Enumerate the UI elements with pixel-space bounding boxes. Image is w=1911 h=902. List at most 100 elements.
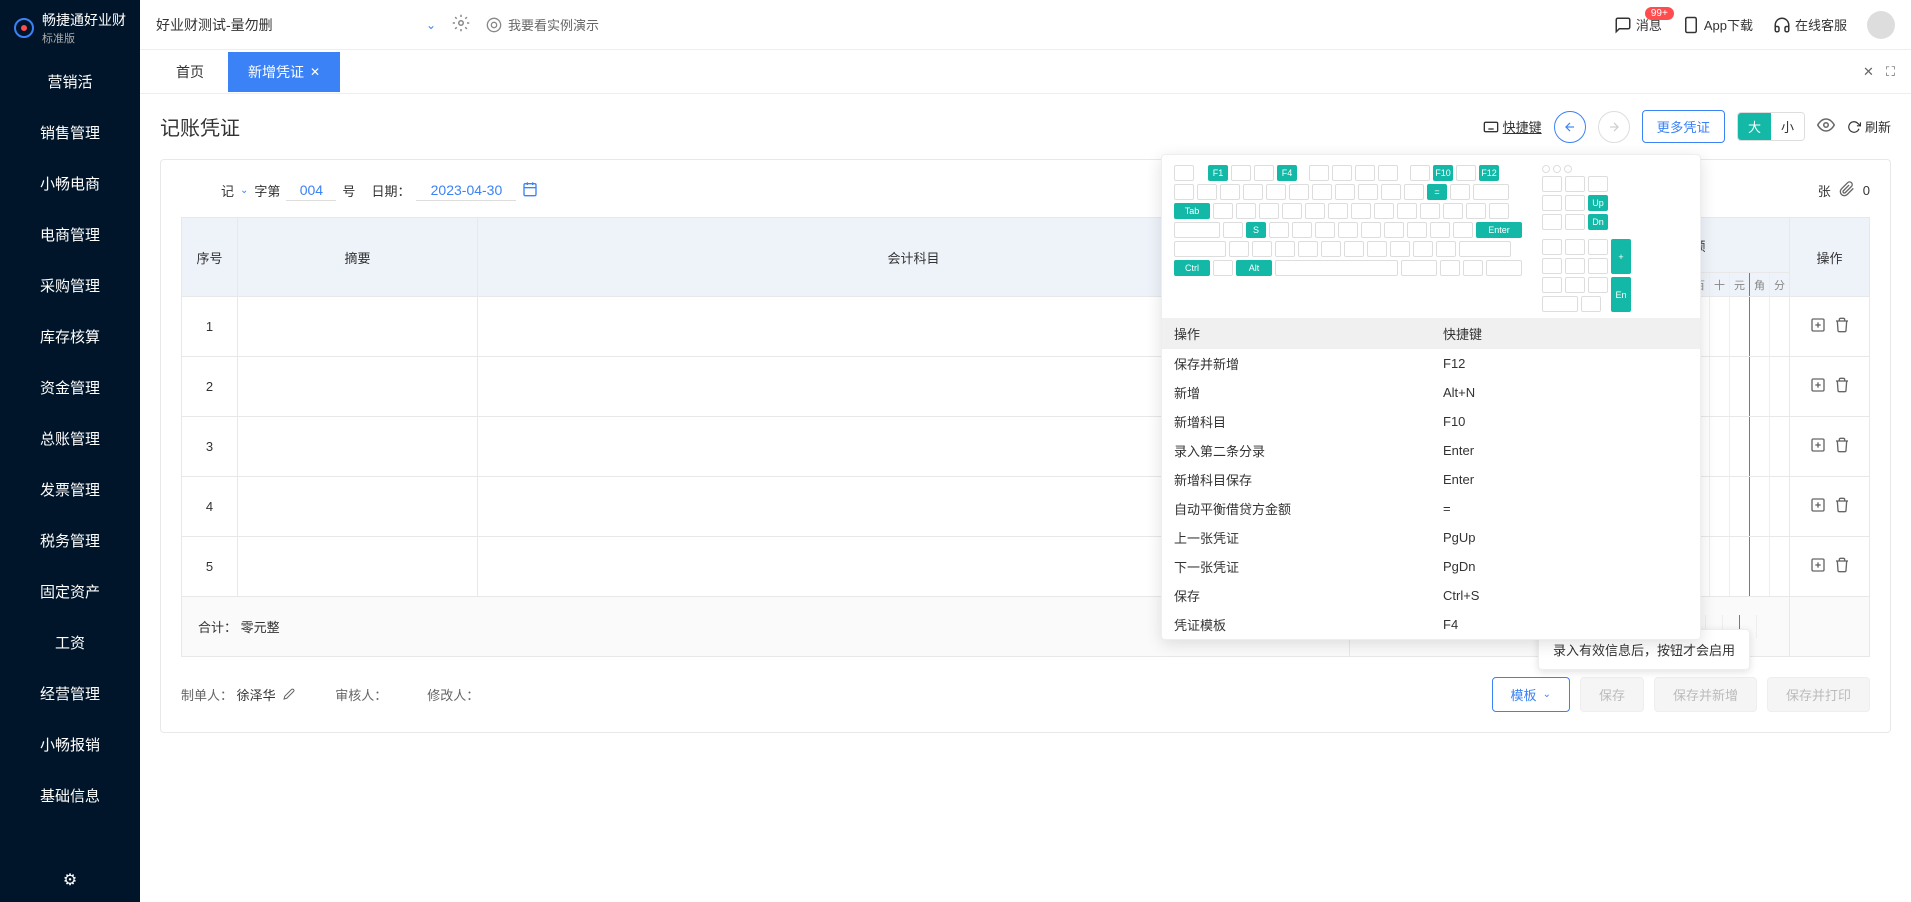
- size-large-button[interactable]: 大: [1738, 113, 1771, 140]
- th-key: 快捷键: [1431, 318, 1700, 349]
- calendar-icon[interactable]: [522, 181, 538, 200]
- voucher-number-input[interactable]: [286, 180, 336, 201]
- delete-row-icon[interactable]: [1834, 557, 1850, 576]
- summary-cell[interactable]: [238, 417, 478, 477]
- tab-close-all-icon[interactable]: ✕: [1863, 64, 1874, 80]
- sidebar-item[interactable]: 销售管理: [0, 107, 140, 158]
- attach-count: 0: [1863, 183, 1870, 198]
- demo-link[interactable]: 我要看实例演示: [486, 15, 599, 34]
- org-selector[interactable]: 好业财测试-量勿删 ⌄: [156, 15, 436, 35]
- preview-icon[interactable]: [1817, 116, 1835, 137]
- voucher-type-group: 记 ⌄ 字第 号: [221, 180, 355, 201]
- row-seq: 4: [182, 477, 238, 537]
- summary-cell[interactable]: [238, 537, 478, 597]
- chevron-down-icon[interactable]: ⌄: [240, 185, 248, 196]
- sidebar-item[interactable]: 基础信息: [0, 770, 140, 821]
- shortcut-key: F12: [1431, 349, 1700, 378]
- edit-icon[interactable]: [283, 688, 295, 703]
- voucher-date-input[interactable]: [416, 180, 516, 201]
- sidebar-item[interactable]: 电商管理: [0, 209, 140, 260]
- page-title: 记账凭证: [160, 112, 240, 141]
- sidebar-item[interactable]: 固定资产: [0, 566, 140, 617]
- shortcut-op: 下一张凭证: [1162, 552, 1431, 581]
- tab-voucher-label: 新增凭证: [248, 62, 304, 82]
- shortcut-op: 凭证模板: [1162, 610, 1431, 639]
- action-cell: [1790, 417, 1870, 477]
- tab-home[interactable]: 首页: [156, 52, 224, 92]
- download-label: App下载: [1704, 15, 1753, 34]
- summary-cell[interactable]: [238, 297, 478, 357]
- date-label: 日期：: [371, 181, 410, 200]
- sidebar-item[interactable]: 营销活: [0, 56, 140, 107]
- prev-voucher-button[interactable]: [1554, 111, 1586, 143]
- maker-name: 徐泽华: [237, 688, 276, 703]
- action-cell: [1790, 297, 1870, 357]
- chevron-down-icon: ⌄: [426, 18, 436, 32]
- close-icon[interactable]: ✕: [310, 65, 320, 79]
- download-button[interactable]: App下载: [1682, 15, 1753, 34]
- summary-cell[interactable]: [238, 477, 478, 537]
- row-seq: 2: [182, 357, 238, 417]
- shortcut-key: Enter: [1431, 436, 1700, 465]
- add-row-icon[interactable]: [1810, 317, 1826, 336]
- sidebar-item[interactable]: 发票管理: [0, 464, 140, 515]
- sidebar-item[interactable]: 工资: [0, 617, 140, 668]
- num-suffix: 号: [342, 181, 355, 200]
- delete-row-icon[interactable]: [1834, 317, 1850, 336]
- delete-row-icon[interactable]: [1834, 497, 1850, 516]
- tab-home-label: 首页: [176, 62, 204, 82]
- sidebar-item[interactable]: 小畅报销: [0, 719, 140, 770]
- gear-icon[interactable]: [452, 14, 470, 35]
- delete-row-icon[interactable]: [1834, 437, 1850, 456]
- shortcut-key: Alt+N: [1431, 378, 1700, 407]
- brand: 畅捷通好业财 标准版: [0, 0, 140, 56]
- th-summary: 摘要: [238, 218, 478, 297]
- shortcut-key: Enter: [1431, 465, 1700, 494]
- add-row-icon[interactable]: [1810, 557, 1826, 576]
- save-print-button: 保存并打印: [1767, 677, 1870, 712]
- size-small-button[interactable]: 小: [1771, 113, 1804, 140]
- add-row-icon[interactable]: [1810, 377, 1826, 396]
- sidebar-item[interactable]: 库存核算: [0, 311, 140, 362]
- add-row-icon[interactable]: [1810, 437, 1826, 456]
- fullscreen-icon[interactable]: ⛶: [1886, 64, 1895, 80]
- sidebar-item[interactable]: 经营管理: [0, 668, 140, 719]
- avatar[interactable]: [1867, 11, 1895, 39]
- shortcut-row: 保存Ctrl+S: [1162, 581, 1700, 610]
- sheet-label: 张: [1818, 181, 1831, 200]
- settings-icon[interactable]: ⚙: [63, 872, 77, 889]
- shortcut-row: 保存并新增F12: [1162, 349, 1700, 378]
- sidebar-item[interactable]: 小畅电商: [0, 158, 140, 209]
- th-action: 操作: [1790, 218, 1870, 297]
- message-button[interactable]: 消息 99+: [1614, 15, 1662, 34]
- attachment-icon[interactable]: [1839, 181, 1855, 200]
- sidebar-item[interactable]: 总账管理: [0, 413, 140, 464]
- brand-edition: 标准版: [42, 30, 126, 46]
- size-toggle: 大 小: [1737, 112, 1805, 141]
- service-button[interactable]: 在线客服: [1773, 15, 1847, 34]
- shortcut-op: 自动平衡借贷方金额: [1162, 494, 1431, 523]
- sidebar-item[interactable]: 资金管理: [0, 362, 140, 413]
- keyboard-diagram: F1F4 F10F12 = Tab SEn: [1162, 155, 1700, 318]
- total-text: 零元整: [241, 620, 280, 635]
- add-row-icon[interactable]: [1810, 497, 1826, 516]
- shortcut-button[interactable]: 快捷键: [1483, 117, 1542, 136]
- shortcut-key: F10: [1431, 407, 1700, 436]
- type-prefix: 记: [221, 181, 234, 200]
- row-seq: 3: [182, 417, 238, 477]
- sidebar-item[interactable]: 税务管理: [0, 515, 140, 566]
- next-voucher-button: [1598, 111, 1630, 143]
- brand-logo-icon: [12, 16, 36, 40]
- shortcut-op: 保存并新增: [1162, 349, 1431, 378]
- refresh-button[interactable]: 刷新: [1847, 117, 1891, 136]
- summary-cell[interactable]: [238, 357, 478, 417]
- more-voucher-button[interactable]: 更多凭证: [1642, 110, 1725, 143]
- shortcut-popup: F1F4 F10F12 = Tab SEn: [1161, 154, 1701, 640]
- sidebar-item[interactable]: 采购管理: [0, 260, 140, 311]
- template-button[interactable]: 模板 ⌄: [1492, 677, 1570, 712]
- delete-row-icon[interactable]: [1834, 377, 1850, 396]
- shortcut-op: 新增科目: [1162, 407, 1431, 436]
- tab-voucher[interactable]: 新增凭证 ✕: [228, 52, 340, 92]
- shortcut-key: PgDn: [1431, 552, 1700, 581]
- org-name: 好业财测试-量勿删: [156, 15, 273, 35]
